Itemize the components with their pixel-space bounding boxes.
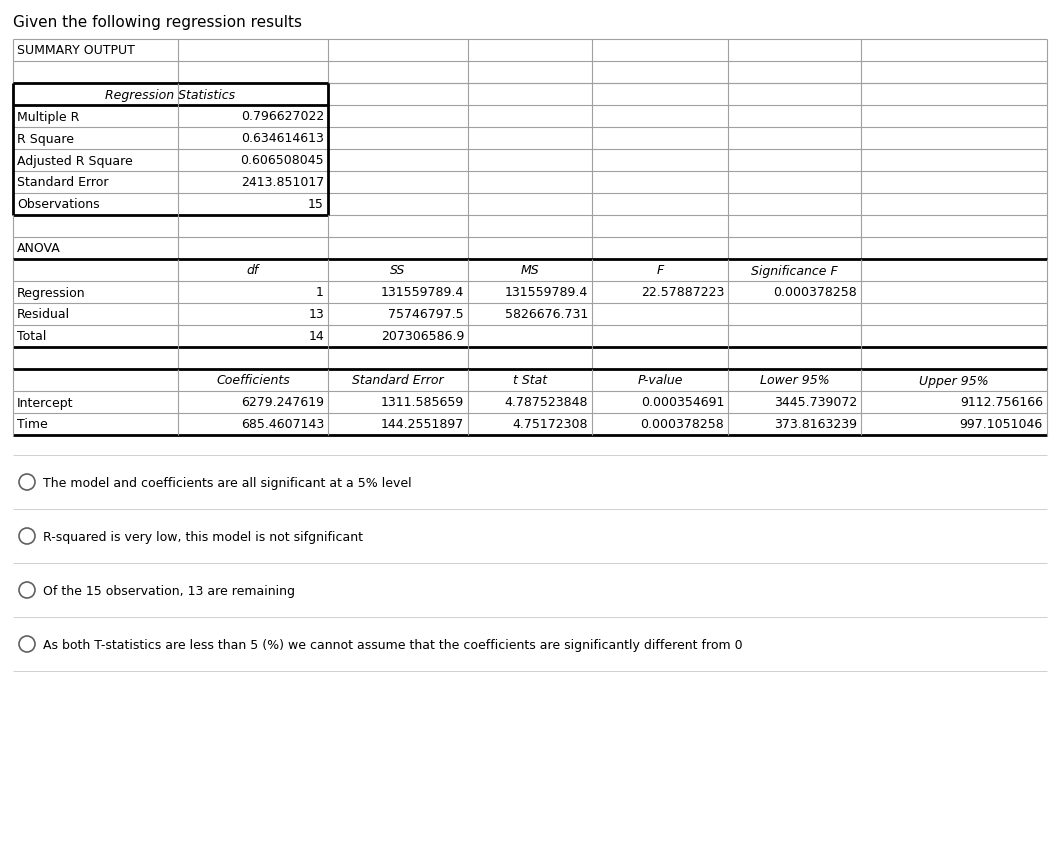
Text: Upper 95%: Upper 95% <box>919 374 989 387</box>
Text: Standard Error: Standard Error <box>17 176 108 189</box>
Text: Multiple R: Multiple R <box>17 111 80 124</box>
Text: 997.1051046: 997.1051046 <box>960 418 1043 431</box>
Text: 75746797.5: 75746797.5 <box>388 308 464 321</box>
Text: R-squared is very low, this model is not sifgnificant: R-squared is very low, this model is not… <box>44 530 363 543</box>
Text: F: F <box>657 264 663 277</box>
Text: 207306586.9: 207306586.9 <box>381 330 464 343</box>
Text: Intercept: Intercept <box>17 396 73 409</box>
Text: 1: 1 <box>316 286 324 299</box>
Text: Coefficients: Coefficients <box>216 374 290 387</box>
Text: R Square: R Square <box>17 132 74 146</box>
Text: 2413.851017: 2413.851017 <box>241 176 324 189</box>
Text: 131559789.4: 131559789.4 <box>505 286 588 299</box>
Text: 144.2551897: 144.2551897 <box>381 418 464 431</box>
Text: 1311.585659: 1311.585659 <box>381 396 464 409</box>
Text: df: df <box>247 264 259 277</box>
Text: 15: 15 <box>308 199 324 211</box>
Text: Of the 15 observation, 13 are remaining: Of the 15 observation, 13 are remaining <box>44 584 295 596</box>
Text: ANOVA: ANOVA <box>17 242 60 256</box>
Text: Lower 95%: Lower 95% <box>760 374 830 387</box>
Text: 22.57887223: 22.57887223 <box>641 286 724 299</box>
Text: 0.000378258: 0.000378258 <box>773 286 857 299</box>
Text: SS: SS <box>390 264 405 277</box>
Text: 0.000354691: 0.000354691 <box>641 396 724 409</box>
Text: Regression: Regression <box>17 286 86 299</box>
Text: 373.8163239: 373.8163239 <box>775 418 857 431</box>
Text: Significance F: Significance F <box>751 264 838 277</box>
Text: Time: Time <box>17 418 48 431</box>
Text: Regression Statistics: Regression Statistics <box>105 89 236 101</box>
Text: MS: MS <box>521 264 539 277</box>
Text: 4.787523848: 4.787523848 <box>504 396 588 409</box>
Text: 14: 14 <box>309 330 324 343</box>
Text: As both T-statistics are less than 5 (%) we cannot assume that the coefficients : As both T-statistics are less than 5 (%)… <box>44 638 743 651</box>
Text: Observations: Observations <box>17 199 100 211</box>
Text: 131559789.4: 131559789.4 <box>381 286 464 299</box>
Text: 9112.756166: 9112.756166 <box>960 396 1043 409</box>
Text: 0.634614613: 0.634614613 <box>241 132 324 146</box>
Text: t Stat: t Stat <box>512 374 547 387</box>
Text: 5826676.731: 5826676.731 <box>505 308 588 321</box>
Text: 4.75172308: 4.75172308 <box>512 418 588 431</box>
Text: 6279.247619: 6279.247619 <box>241 396 324 409</box>
Text: 0.606508045: 0.606508045 <box>241 154 324 167</box>
Text: Standard Error: Standard Error <box>352 374 443 387</box>
Text: Adjusted R Square: Adjusted R Square <box>17 154 133 167</box>
Text: Given the following regression results: Given the following regression results <box>13 14 302 30</box>
Text: 13: 13 <box>309 308 324 321</box>
Text: 3445.739072: 3445.739072 <box>773 396 857 409</box>
Text: 685.4607143: 685.4607143 <box>241 418 324 431</box>
Text: The model and coefficients are all significant at a 5% level: The model and coefficients are all signi… <box>44 476 412 489</box>
Text: SUMMARY OUTPUT: SUMMARY OUTPUT <box>17 44 135 57</box>
Text: 0.796627022: 0.796627022 <box>241 111 324 124</box>
Text: 0.000378258: 0.000378258 <box>640 418 724 431</box>
Text: Residual: Residual <box>17 308 70 321</box>
Text: Total: Total <box>17 330 47 343</box>
Text: P-value: P-value <box>638 374 682 387</box>
